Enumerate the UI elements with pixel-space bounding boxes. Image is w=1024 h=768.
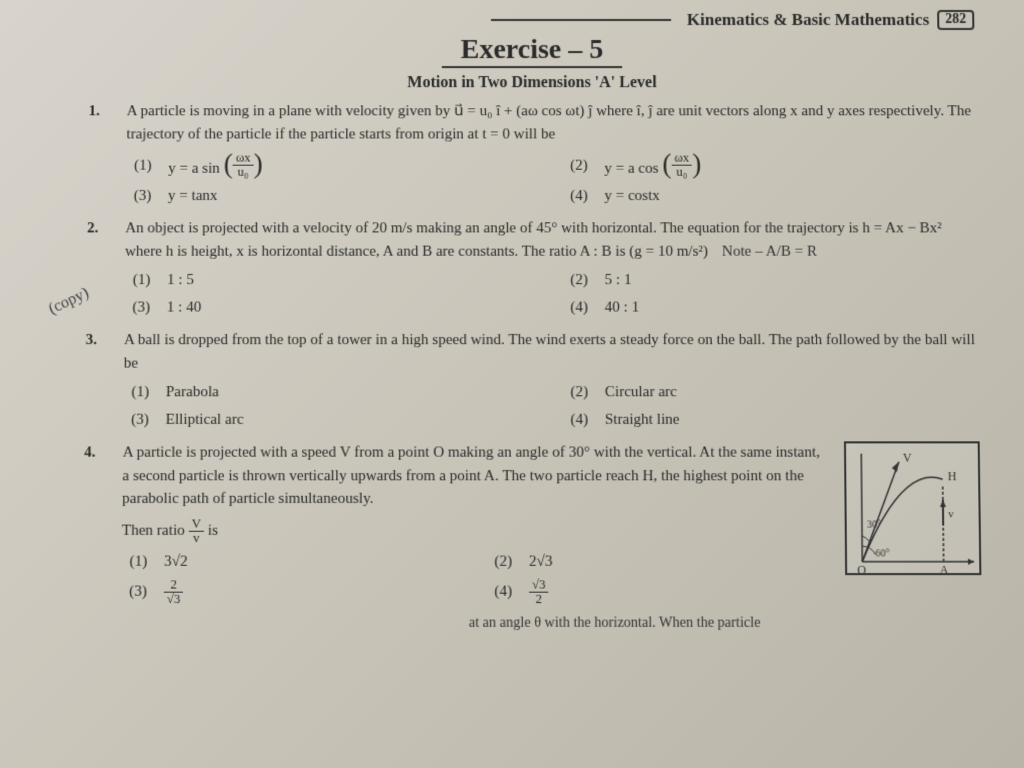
q2-handwritten-note: Note – A/B = R xyxy=(722,244,817,260)
diagram-A-label: A xyxy=(940,563,949,577)
q4-number: 4. xyxy=(82,442,108,606)
diagram-O-label: O xyxy=(857,563,866,577)
q4-text: A particle is projected with a speed V f… xyxy=(122,442,828,511)
diagram-H-label: H xyxy=(948,469,957,483)
q3-option-4: (4)Straight line xyxy=(570,409,979,432)
q4-option-2: (2)2√3 xyxy=(494,551,828,574)
q2-option-2: (2)5 : 1 xyxy=(570,269,977,292)
q2-option-3: (3)1 : 40 xyxy=(132,296,540,319)
chapter-title: Kinematics & Basic Mathematics xyxy=(687,10,930,30)
q2-text: An object is projected with a velocity o… xyxy=(125,221,942,260)
subtitle: Motion in Two Dimensions 'A' Level xyxy=(89,74,975,92)
question-2: 2. An object is projected with a velocit… xyxy=(86,218,978,320)
q3-number: 3. xyxy=(84,329,110,431)
diagram-v-label: v xyxy=(948,509,954,521)
q1-option-4: (4) y = costx xyxy=(570,185,976,208)
q3-option-2: (2)Circular arc xyxy=(570,381,979,404)
copy-annotation: (copy) xyxy=(46,284,92,319)
q4-ratio-line: Then ratio Vv is xyxy=(122,517,829,544)
diagram-angle-60: 60° xyxy=(875,549,889,560)
cutoff-text: at an angle θ with the horizontal. When … xyxy=(469,616,982,633)
q1-option-3: (3) y = tanx xyxy=(134,185,540,208)
q3-option-1: (1)Parabola xyxy=(131,381,540,404)
q4-option-4: (4)√32 xyxy=(494,578,829,605)
q4-diagram: V H v 30° 60° O A xyxy=(844,442,981,576)
q3-text: A ball is dropped from the top of a towe… xyxy=(124,329,979,375)
q4-option-1: (1)3√2 xyxy=(129,551,464,574)
exercise-title: Exercise – 5 xyxy=(442,34,622,68)
header-row: Kinematics & Basic Mathematics 282 xyxy=(90,10,975,30)
q1-number: 1. xyxy=(87,100,112,207)
header-underline xyxy=(491,19,671,21)
diagram-angle-30: 30° xyxy=(867,520,881,531)
q2-option-1: (1)1 : 5 xyxy=(133,269,540,292)
q1-option-1: (1) y = a sin (ωxu₀) xyxy=(134,152,540,181)
question-3: 3. A ball is dropped from the top of a t… xyxy=(84,329,979,431)
question-4: 4. A particle is projected with a speed … xyxy=(82,442,982,606)
page-number-badge: 282 xyxy=(937,10,974,30)
q1-option-2: (2) y = a cos (ωxu₀) xyxy=(570,152,976,181)
q4-option-3: (3)2√3 xyxy=(129,578,464,605)
q2-option-4: (4)40 : 1 xyxy=(570,296,978,319)
q1-text: A particle is moving in a plane with vel… xyxy=(126,100,976,145)
q2-number: 2. xyxy=(86,218,111,320)
question-1: 1. A particle is moving in a plane with … xyxy=(87,100,976,207)
trajectory-diagram-icon: V H v 30° 60° O A xyxy=(846,444,979,578)
diagram-V-label: V xyxy=(903,451,912,465)
q3-option-3: (3)Elliptical arc xyxy=(131,409,540,432)
